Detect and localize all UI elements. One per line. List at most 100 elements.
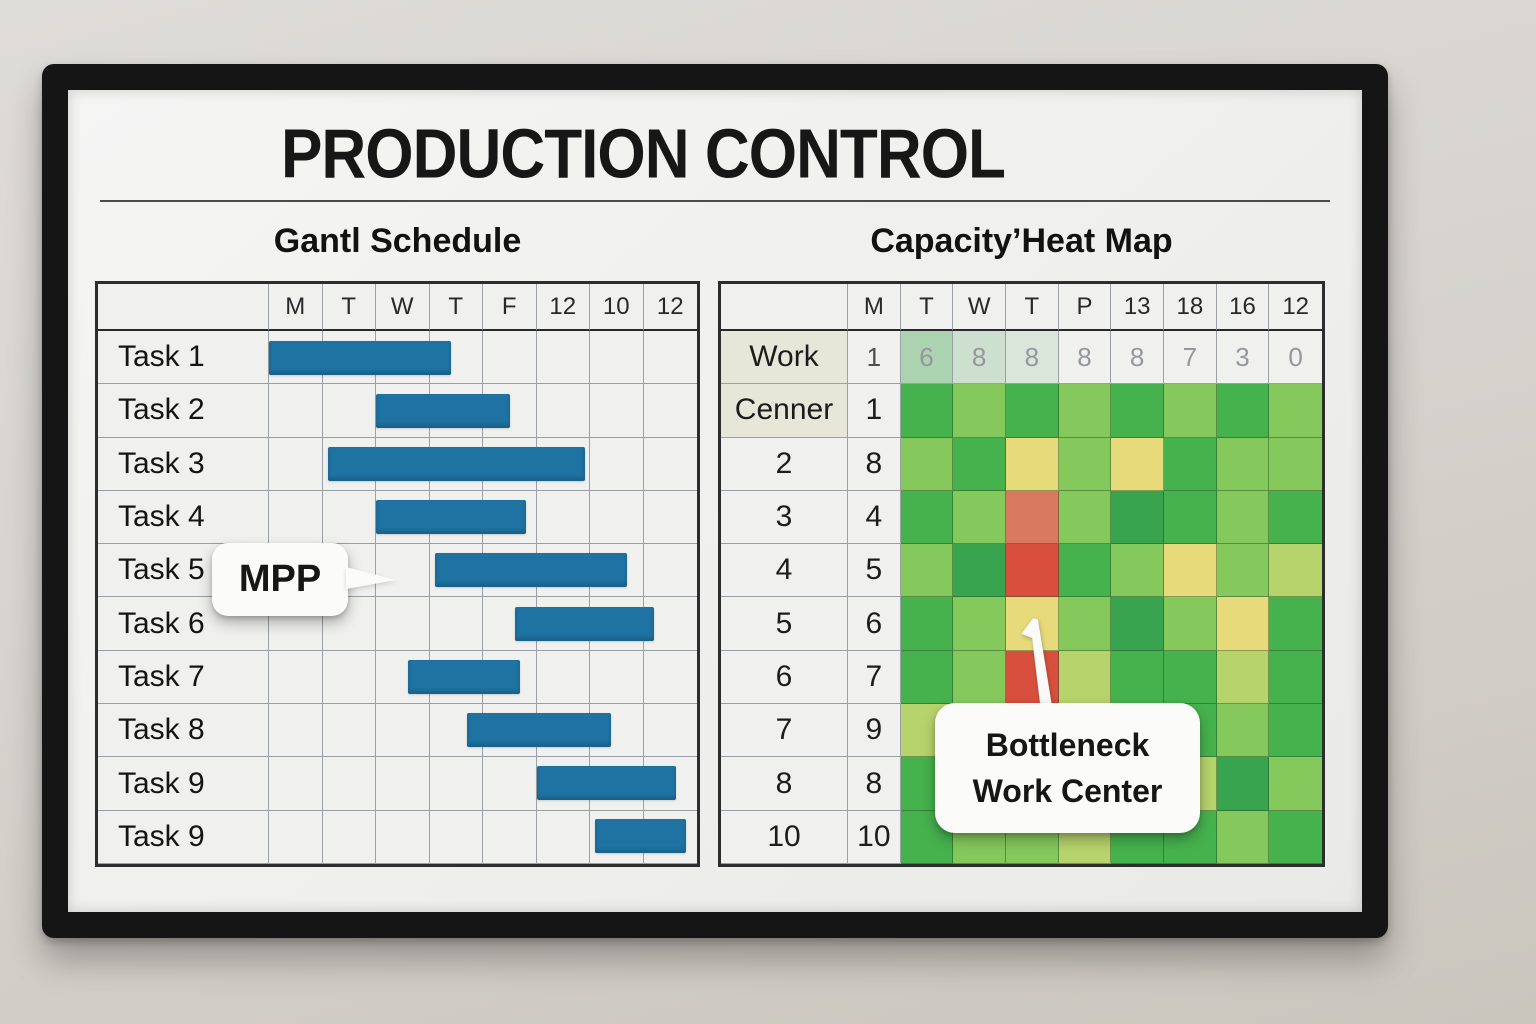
gantt-task-label: Task 9	[98, 757, 269, 811]
gantt-grid-cell	[376, 757, 430, 811]
heatmap-column-header: P	[1058, 284, 1112, 331]
heatmap-cell-lg	[900, 544, 954, 598]
mpp-callout: MPP	[212, 543, 396, 616]
gantt-grid-cell	[536, 384, 590, 438]
heatmap-m-value: 6	[848, 597, 901, 651]
heatmap-work-value: 0	[1269, 331, 1322, 385]
bottleneck-callout-line2: Work Center	[972, 773, 1163, 809]
bottleneck-callout-line1: Bottleneck	[985, 726, 1150, 763]
heatmap-row-label: 3	[721, 490, 848, 545]
gantt-grid-cell	[643, 811, 697, 864]
heatmap-cell-lg	[1164, 597, 1217, 651]
gantt-grid-cell	[536, 490, 590, 545]
gantt-column-header: T	[322, 284, 376, 331]
heatmap-cell-g	[953, 437, 1006, 491]
gantt-task-label: Task 6	[98, 597, 269, 651]
gantt-task-label: Task 2	[98, 384, 269, 438]
gantt-grid-cell	[376, 384, 430, 438]
gantt-grid-cell	[483, 384, 537, 438]
gantt-grid-cell	[376, 331, 430, 385]
gantt-grid-cell	[269, 757, 323, 811]
heatmap-cell-lg	[1216, 437, 1270, 491]
gantt-grid-cell	[322, 490, 376, 545]
heatmap-row-label: 7	[721, 704, 848, 758]
gantt-grid-cell	[536, 331, 590, 385]
heatmap-m-value: 10	[848, 810, 901, 864]
gantt-task-label: Task 1	[98, 331, 269, 385]
heatmap-cell-lg	[1164, 384, 1217, 438]
gantt-grid-cell	[590, 490, 644, 545]
heatmap-grid: M T W T P 13 18 16 12 Work 1 6 8 8 8 8 7 3 0 Cenner 1 2 8 3 4 4 5 5…	[721, 284, 1322, 864]
heatmap-row-label: 6	[721, 650, 848, 705]
heatmap-cell-g	[1269, 650, 1322, 705]
gantt-grid-cell	[269, 384, 323, 438]
heatmap-row-label: 4	[721, 544, 848, 598]
gantt-column-header: 10	[590, 284, 644, 331]
heatmap-cell-g	[1269, 810, 1322, 864]
gantt-grid-cell	[483, 437, 537, 491]
heatmap-cell-lg	[953, 490, 1006, 545]
gantt-grid-cell	[269, 437, 323, 491]
gantt-corner-cell	[98, 284, 269, 331]
heatmap-cell-gd	[1111, 490, 1164, 545]
heatmap-work-value: 8	[953, 331, 1006, 385]
gantt-task-label: Task 4	[98, 490, 269, 545]
heatmap-column-header: T	[900, 284, 954, 331]
heatmap-cell-g	[1216, 384, 1270, 438]
heatmap-m-value: 5	[848, 544, 901, 598]
heatmap-cell-r	[1006, 544, 1059, 598]
heatmap-cell-gd	[1111, 597, 1164, 651]
gantt-grid-cell	[643, 331, 697, 385]
heatmap-cell-yg	[1269, 544, 1322, 598]
gantt-grid-cell	[322, 597, 376, 651]
heatmap-cell-g	[900, 384, 954, 438]
heatmap-column-header: T	[1006, 284, 1059, 331]
heatmap-cell-lg	[1216, 704, 1270, 758]
gantt-task-label: Task 8	[98, 704, 269, 758]
heatmap-cell-lg	[1216, 810, 1270, 864]
heatmap-cell-lg	[1216, 544, 1270, 598]
gantt-grid-cell	[269, 704, 323, 758]
gantt-grid-cell	[322, 704, 376, 758]
heatmap-cell-lg	[1269, 437, 1322, 491]
gantt-column-header: M	[269, 284, 323, 331]
heatmap-cell-g	[1111, 384, 1164, 438]
gantt-grid-cell	[322, 810, 376, 864]
heatmap-column-header: 13	[1111, 284, 1164, 331]
heatmap-corner-cell	[721, 284, 848, 331]
gantt-grid-cell	[483, 810, 537, 864]
gantt-grid-cell	[429, 544, 483, 598]
gantt-grid-cell	[590, 650, 644, 705]
gantt-task-label: Task 7	[98, 650, 269, 705]
heatmap-cell-g	[900, 597, 954, 651]
gantt-grid-cell	[483, 331, 537, 385]
gantt-grid-cell	[590, 384, 644, 438]
gantt-grid-cell	[483, 597, 537, 651]
heatmap-cell-s	[1006, 490, 1059, 545]
gantt-grid-cell	[643, 757, 697, 811]
heatmap-cell-g	[1269, 704, 1322, 758]
heatmap-cell-y	[1164, 544, 1217, 598]
gantt-grid-cell	[429, 704, 483, 758]
gantt-grid-cell	[376, 704, 430, 758]
heatmap-work-value: 8	[1006, 331, 1059, 385]
mpp-callout-label: MPP	[238, 558, 322, 600]
capacity-heatmap: M T W T P 13 18 16 12 Work 1 6 8 8 8 8 7 3 0 Cenner 1 2 8 3 4 4 5 5…	[718, 281, 1325, 867]
gantt-grid-cell	[643, 597, 697, 651]
bottleneck-callout: Bottleneck Work Center	[935, 703, 1200, 833]
gantt-grid-cell	[429, 597, 483, 651]
heatmap-cell-gd	[953, 544, 1006, 598]
gantt-chart: M T W T F 12 10 12 Task 1 Task 2 Task 3 Task 4 Task …	[95, 281, 700, 867]
poster-frame: PRODUCTION CONTROL Gantl Schedule Capaci…	[42, 64, 1388, 938]
gantt-grid-cell	[590, 544, 644, 598]
gantt-grid-cell	[376, 544, 430, 598]
heatmap-cell-y	[1216, 597, 1270, 651]
heatmap-column-header: 18	[1164, 284, 1217, 331]
gantt-grid-cell	[590, 437, 644, 491]
heatmap-row-label: 10	[721, 810, 848, 864]
bottleneck-pointer-icon	[1020, 617, 1054, 713]
heatmap-cell-y	[1111, 437, 1164, 491]
heatmap-row-label-work: Work	[721, 331, 848, 385]
gantt-section-title: Gantl Schedule	[273, 222, 522, 260]
gantt-column-header: 12	[536, 284, 590, 331]
